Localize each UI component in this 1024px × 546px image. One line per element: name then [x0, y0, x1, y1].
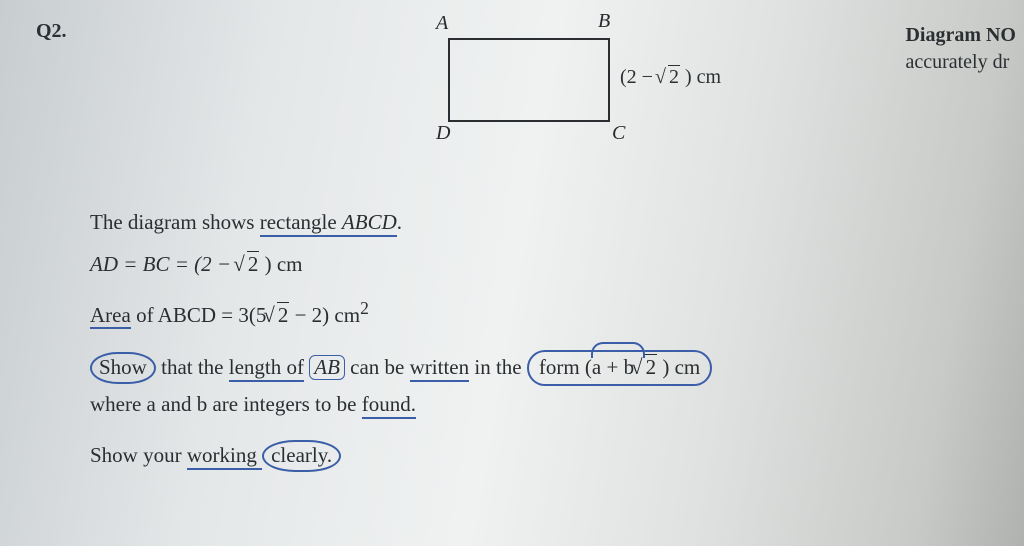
- rectangle-ABCD: [448, 38, 610, 122]
- l5a: where a and b are integers to be: [90, 392, 362, 416]
- circled-clearly: clearly.: [262, 440, 341, 472]
- side-close: ) cm: [685, 66, 721, 88]
- side-open: (2 −: [620, 66, 653, 88]
- l4wr: written: [410, 355, 469, 382]
- side-BC-label: (2 − 2 ) cm: [620, 66, 721, 89]
- vertex-D: D: [436, 122, 450, 145]
- line-6: Show your working clearly.: [90, 440, 341, 472]
- note-line-1: Diagram NO: [905, 22, 1016, 49]
- line-1: The diagram shows rectangle ABCD.: [90, 210, 402, 235]
- line-5: where a and b are integers to be found.: [90, 392, 416, 417]
- bubble-form: form (a + b2 ) cm: [527, 350, 712, 386]
- line-2: AD = BC = (2 − 2 ) cm: [90, 252, 303, 277]
- note-line-2: accurately dr: [905, 49, 1016, 76]
- l6w: working: [187, 443, 262, 470]
- l1a: The diagram shows: [90, 210, 260, 234]
- l3sup: 2: [360, 298, 369, 318]
- l5f: found.: [362, 392, 416, 419]
- sqrt-icon: 2: [634, 355, 657, 380]
- l1b: rectangle ABCD: [260, 210, 397, 237]
- question-number: Q2.: [36, 20, 67, 43]
- l3-area: Area: [90, 303, 131, 329]
- sqrt-icon: 2: [658, 66, 680, 89]
- l4m1: that the: [156, 355, 229, 379]
- vertex-C: C: [612, 122, 625, 145]
- l4m2: can be: [345, 355, 410, 379]
- sqrt-icon: 2: [266, 303, 289, 328]
- l2b: ) cm: [259, 252, 302, 276]
- sqrt-icon: 2: [236, 252, 259, 277]
- page-root: Q2. Diagram NO accurately dr A B C D (2 …: [0, 0, 1024, 546]
- l2a: AD = BC = (2 −: [90, 252, 236, 276]
- l3m: of ABCD = 3(5: [131, 303, 267, 327]
- line-4: Show that the length of AB can be writte…: [90, 350, 712, 386]
- vertex-B: B: [598, 10, 610, 33]
- l4len: length of: [229, 355, 304, 382]
- l4m3: in the: [469, 355, 527, 379]
- l6a: Show your: [90, 443, 187, 467]
- vertex-A: A: [436, 12, 448, 35]
- l3e: − 2) cm: [289, 303, 360, 327]
- diagram-note: Diagram NO accurately dr: [905, 22, 1016, 76]
- l1d: .: [397, 210, 402, 234]
- circled-show: Show: [90, 352, 156, 384]
- rectangle-diagram: A B C D (2 − 2 ) cm: [420, 10, 760, 160]
- line-3: Area of ABCD = 3(52 − 2) cm2: [90, 298, 369, 328]
- boxed-AB: AB: [309, 355, 345, 380]
